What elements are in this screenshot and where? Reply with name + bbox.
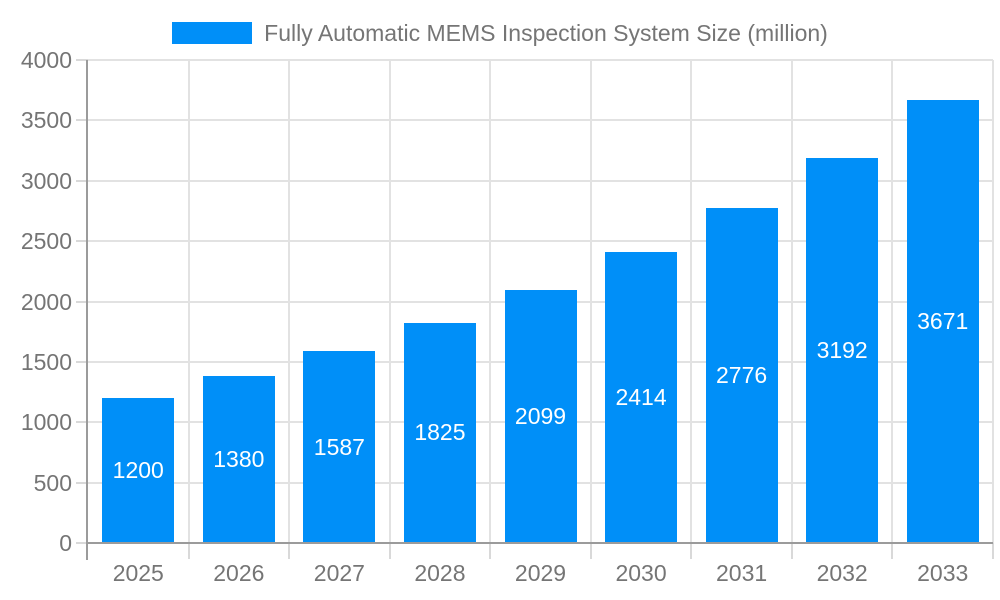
v-gridline [690,60,693,543]
y-axis-label: 0 [59,530,72,556]
v-gridline [489,60,492,543]
x-axis-label: 2029 [514,560,567,586]
y-tick [76,421,88,424]
bar[interactable]: 1587 [303,351,376,543]
bar-value-label: 1587 [313,433,365,460]
y-tick [76,360,88,363]
y-tick [76,240,88,243]
x-tick [589,543,592,559]
y-tick [76,300,88,303]
bar[interactable]: 3671 [906,99,979,543]
x-tick [790,543,793,559]
h-gridline [88,59,993,61]
y-axis-label: 4000 [20,47,72,73]
bar-value-label: 1825 [414,419,466,446]
bar-value-label: 2414 [615,383,667,410]
x-axis-label: 2031 [716,560,768,586]
v-gridline [288,60,291,543]
y-axis-label: 500 [33,469,72,496]
x-tick [388,543,391,559]
legend-marker [172,22,253,44]
y-axis-label: 3500 [20,107,72,134]
y-tick [76,119,88,122]
h-gridline [88,179,993,182]
x-axis-label: 2026 [213,560,265,586]
y-axis-label: 1000 [20,409,72,436]
x-tick [187,543,190,559]
x-axis-line [86,542,993,544]
bar[interactable]: 2414 [605,251,678,543]
x-axis-label: 2032 [816,560,868,586]
legend[interactable]: Fully Automatic MEMS Inspection System S… [0,18,1000,48]
y-tick [76,59,88,61]
y-tick [76,542,88,544]
y-axis-label: 2500 [20,228,72,255]
x-tick [489,543,492,559]
x-tick [690,543,693,559]
v-gridline [992,60,994,543]
v-gridline [891,60,894,543]
v-gridline [388,60,391,543]
bar[interactable]: 1825 [403,322,476,543]
bar[interactable]: 3192 [806,157,879,543]
y-axis-label: 1500 [20,348,72,375]
bar-value-label: 3192 [816,336,868,363]
v-gridline [790,60,793,543]
bar-value-label: 2099 [514,402,567,429]
bar-value-label: 1200 [112,457,164,484]
x-axis-label: 2033 [917,560,969,586]
x-axis-label: 2027 [313,560,365,586]
x-tick [288,543,291,559]
bar-value-label: 1380 [213,446,265,473]
x-axis-label: 2030 [615,560,667,586]
y-tick [76,179,88,182]
y-tick [76,481,88,484]
x-axis-label: 2025 [112,560,164,586]
bar-value-label: 2776 [716,361,768,388]
bar[interactable]: 2099 [504,289,577,543]
x-tick [891,543,894,559]
h-gridline [88,240,993,243]
x-tick [992,543,994,559]
y-axis-line [86,60,88,560]
v-gridline [187,60,190,543]
legend-label: Fully Automatic MEMS Inspection System S… [264,19,828,46]
y-axis-label: 2000 [20,288,72,315]
x-axis-label: 2028 [414,560,466,586]
bar[interactable]: 2776 [705,207,778,543]
y-axis-label: 3000 [20,167,72,194]
bar-value-label: 3671 [917,307,969,334]
v-gridline [589,60,592,543]
h-gridline [88,119,993,122]
bar[interactable]: 1200 [102,398,175,543]
bar[interactable]: 1380 [202,376,275,543]
